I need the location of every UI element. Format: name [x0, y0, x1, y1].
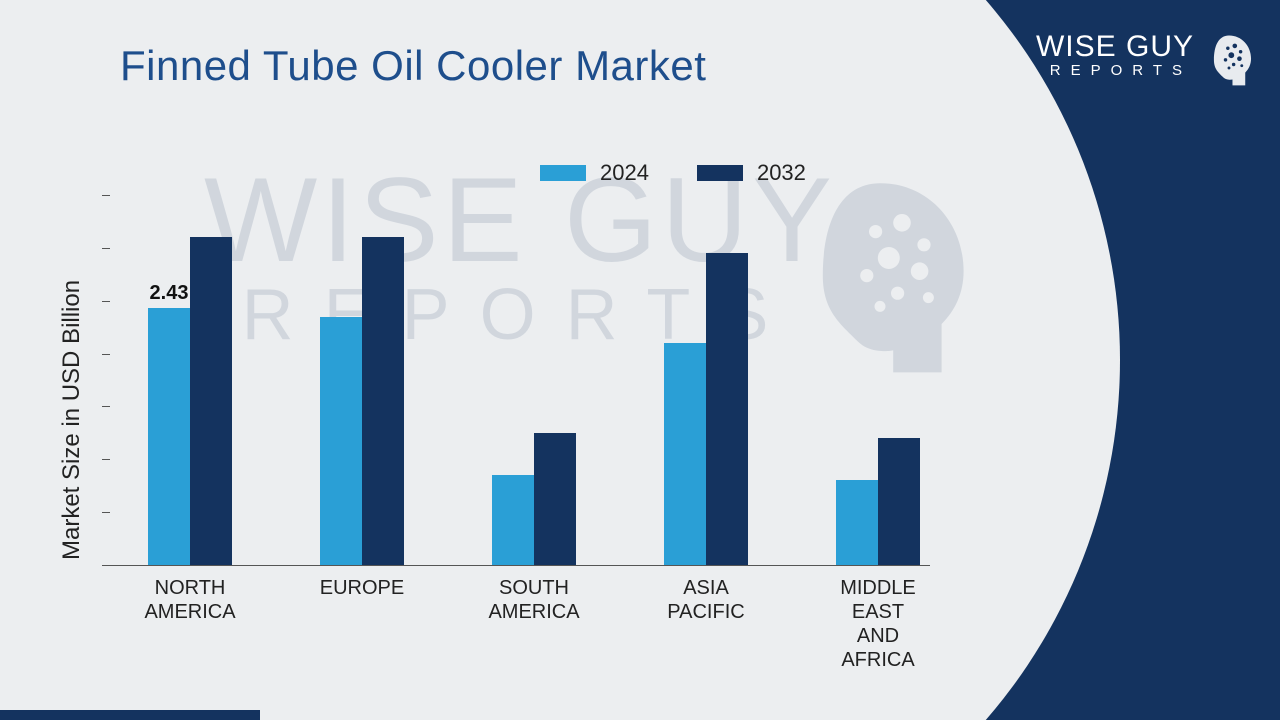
- bottom-bar: [0, 710, 260, 720]
- y-tick: [102, 301, 110, 302]
- category-label: NORTHAMERICA: [130, 576, 250, 624]
- y-tick: [102, 406, 110, 407]
- bar-series-1: [878, 438, 920, 565]
- bar-series-0: [148, 308, 190, 565]
- chart-area: [110, 195, 930, 565]
- legend-swatch-1: [697, 165, 743, 181]
- bar-series-0: [836, 480, 878, 565]
- legend: 2024 2032: [540, 160, 806, 186]
- brand-line2: REPORTS: [1036, 62, 1192, 79]
- y-tick: [102, 565, 110, 566]
- legend-item-0: 2024: [540, 160, 649, 186]
- y-tick: [102, 459, 110, 460]
- y-tick: [102, 512, 110, 513]
- x-axis-line: [110, 565, 930, 566]
- y-axis-label: Market Size in USD Billion: [58, 280, 86, 560]
- bar-series-0: [664, 343, 706, 565]
- category-label: MIDDLEEASTANDAFRICA: [818, 576, 938, 672]
- bar-series-1: [706, 253, 748, 565]
- category-label: SOUTHAMERICA: [474, 576, 594, 624]
- y-tick: [102, 195, 110, 196]
- y-tick: [102, 248, 110, 249]
- brand-line1: WISE GUY: [1036, 30, 1194, 64]
- category-label: EUROPE: [302, 576, 422, 600]
- legend-label-1: 2032: [757, 160, 806, 186]
- stage: WISE GUY REPORTS Finned Tube Oil Cooler …: [0, 0, 1280, 720]
- bar-series-1: [534, 433, 576, 565]
- y-tick: [102, 354, 110, 355]
- legend-swatch-0: [540, 165, 586, 181]
- bar-series-0: [320, 317, 362, 565]
- page-title: Finned Tube Oil Cooler Market: [120, 42, 706, 90]
- legend-label-0: 2024: [600, 160, 649, 186]
- bar-series-1: [362, 237, 404, 565]
- value-label: 2.43: [150, 282, 189, 305]
- legend-item-1: 2032: [697, 160, 806, 186]
- brand-logo: WISE GUY REPORTS: [1036, 30, 1252, 79]
- bar-series-1: [190, 237, 232, 565]
- category-label: ASIAPACIFIC: [646, 576, 766, 624]
- bar-series-0: [492, 475, 534, 565]
